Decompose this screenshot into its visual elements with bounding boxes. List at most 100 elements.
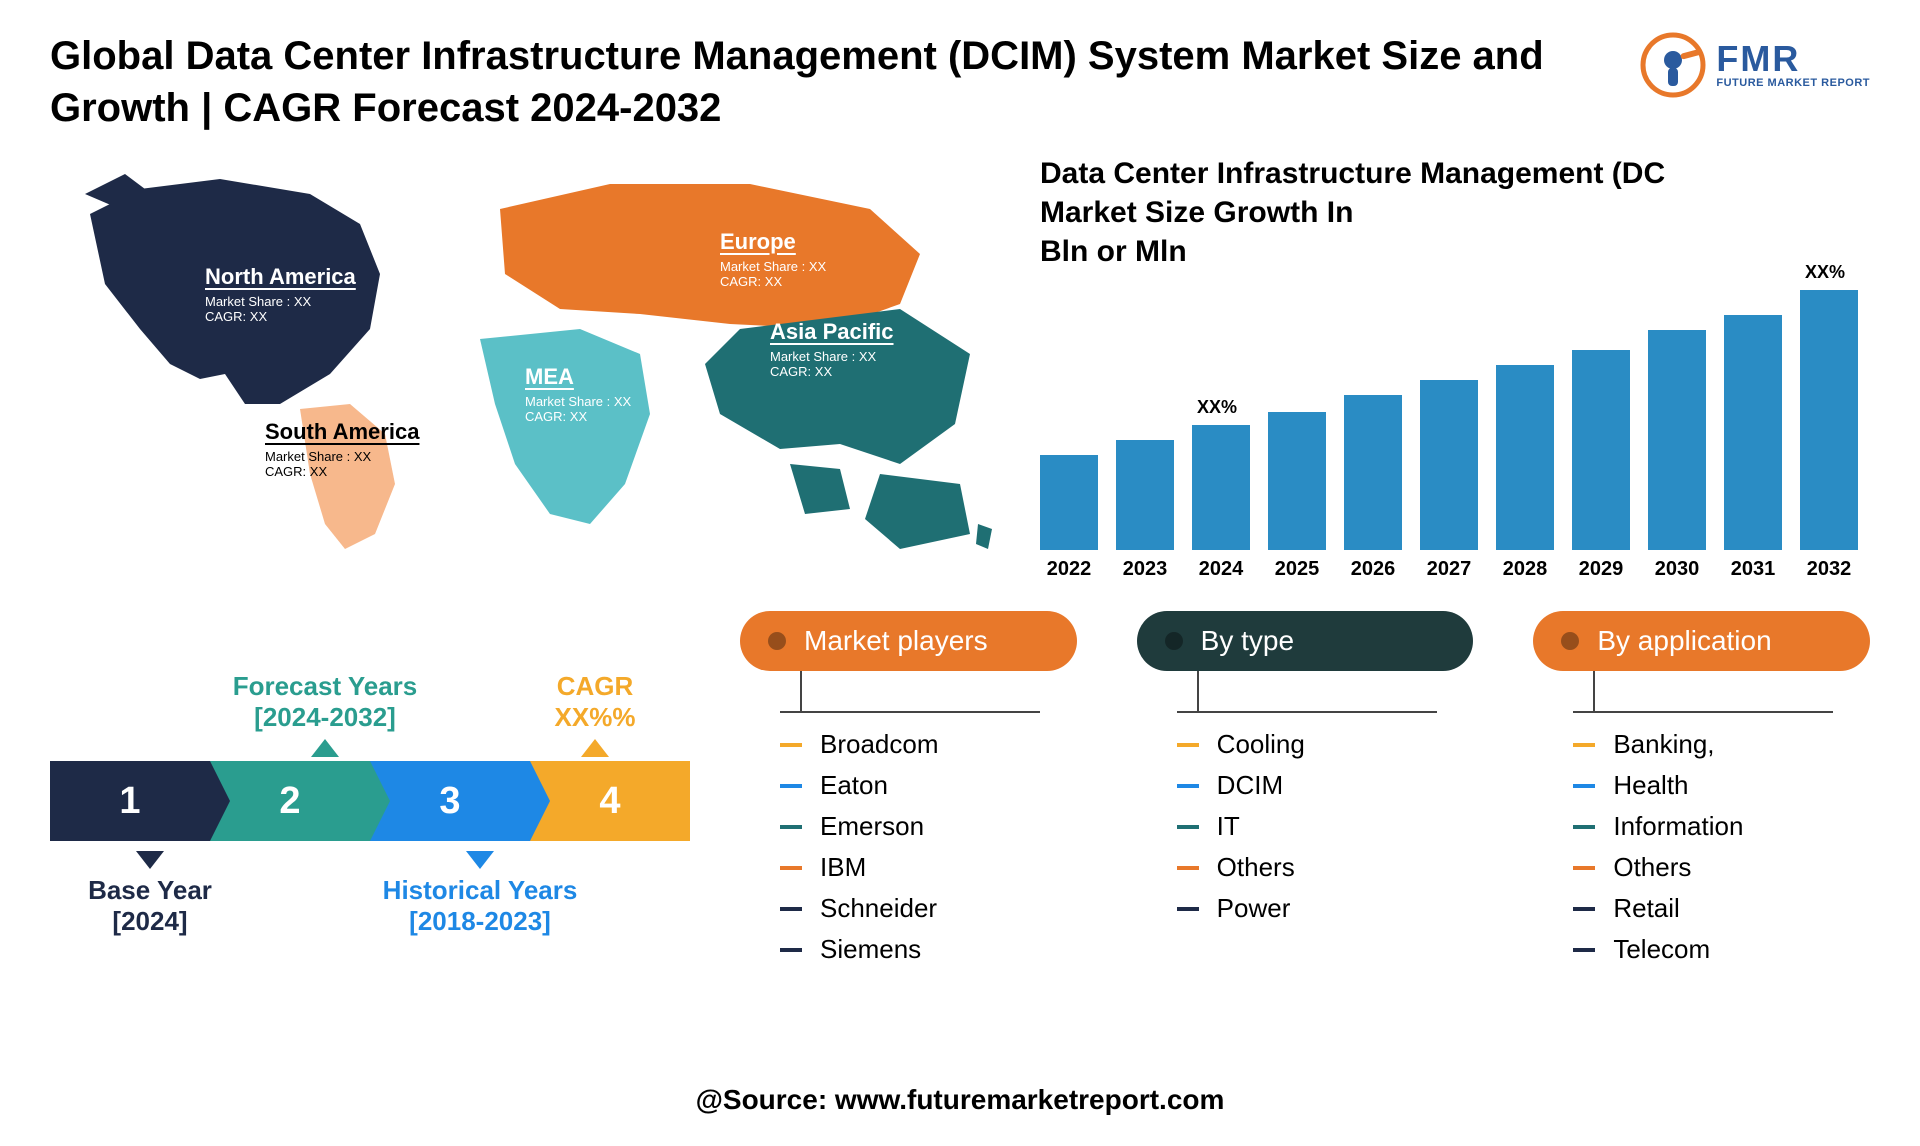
fmr-logo-icon <box>1638 30 1708 100</box>
map-label-na: North AmericaMarket Share : XXCAGR: XX <box>205 264 356 324</box>
infographic-root: Global Data Center Infrastructure Manage… <box>0 0 1920 1146</box>
region-cagr: CAGR: XX <box>770 364 894 379</box>
timeline-bottom-labels: Base Year [2024] Historical Years [2018-… <box>50 851 690 971</box>
bar-col-2029: 2029 <box>1572 350 1630 581</box>
dash-icon <box>780 866 802 870</box>
dash-icon <box>1573 948 1595 952</box>
dash-icon <box>1177 825 1199 829</box>
pill-item: Information <box>1573 811 1870 842</box>
logo-fmr-text: FMR <box>1716 41 1870 77</box>
bar <box>1192 425 1250 550</box>
pill-connector <box>1593 671 1595 711</box>
bar <box>1724 315 1782 550</box>
timeline-forecast-text: Forecast Years <box>200 671 450 702</box>
pill-list: BroadcomEatonEmersonIBMSchneiderSiemens <box>780 729 1077 965</box>
timeline-top-labels: Forecast Years [2024-2032] CAGR XX%% <box>50 671 690 761</box>
timeline-hist-label: Historical Years [2018-2023] <box>340 851 620 937</box>
bar-year-label: 2028 <box>1503 558 1548 581</box>
dash-icon <box>1177 784 1199 788</box>
bar-year-label: 2032 <box>1807 558 1852 581</box>
timeline-segment-3: 3 <box>370 761 530 841</box>
timeline-hist-text: Historical Years <box>340 875 620 906</box>
pill-item-label: Information <box>1613 811 1743 842</box>
timeline-segment-1: 1 <box>50 761 210 841</box>
pill-item-label: Emerson <box>820 811 924 842</box>
timeline-cagr-text: CAGR <box>520 671 670 702</box>
pill-title: Market players <box>804 625 988 657</box>
pill-connector-bar <box>1177 711 1437 713</box>
timeline-cagr-value: XX%% <box>520 702 670 733</box>
lower-section: Forecast Years [2024-2032] CAGR XX%% 123… <box>50 611 1870 975</box>
fmr-logo: FMR FUTURE MARKET REPORT <box>1638 30 1870 100</box>
dash-icon <box>780 825 802 829</box>
pill-item: Schneider <box>780 893 1077 924</box>
region-cagr: CAGR: XX <box>720 274 826 289</box>
source-attribution: @Source: www.futuremarketreport.com <box>696 1084 1225 1116</box>
bar-col-2024: 2024 <box>1192 425 1250 581</box>
region-share: Market Share : XX <box>720 259 826 274</box>
map-region-nz <box>976 524 992 549</box>
pill-item: Eaton <box>780 770 1077 801</box>
page-title: Global Data Center Infrastructure Manage… <box>50 30 1550 134</box>
arrow-up-icon <box>466 851 494 869</box>
dash-icon <box>780 743 802 747</box>
dash-icon <box>1177 866 1199 870</box>
map-label-ap: Asia PacificMarket Share : XXCAGR: XX <box>770 319 894 379</box>
region-cagr: CAGR: XX <box>205 309 356 324</box>
pill-item: Siemens <box>780 934 1077 965</box>
pill-column-0: Market playersBroadcomEatonEmersonIBMSch… <box>740 611 1077 975</box>
chart-title-l3: Bln or Mln <box>1040 232 1870 271</box>
timeline-hist-range: [2018-2023] <box>340 906 620 937</box>
dash-icon <box>1573 743 1595 747</box>
arrow-up-icon <box>136 851 164 869</box>
pill-connector-bar <box>780 711 1040 713</box>
bar-col-2031: 2031 <box>1724 315 1782 581</box>
timeline-forecast-label: Forecast Years [2024-2032] <box>200 671 450 757</box>
bars-container: XX% XX% 20222023202420252026202720282029… <box>1040 301 1870 581</box>
map-region-mea <box>480 329 650 524</box>
pill-item-label: Others <box>1613 852 1691 883</box>
chart-title-l2: Market Size Growth In <box>1040 193 1870 232</box>
bullet-icon <box>1165 632 1183 650</box>
pill-column-2: By applicationBanking,HealthInformationO… <box>1533 611 1870 975</box>
pill-column-1: By typeCoolingDCIMITOthersPower <box>1137 611 1474 975</box>
bar-col-2026: 2026 <box>1344 395 1402 581</box>
pill-item: Health <box>1573 770 1870 801</box>
pill-item: IT <box>1177 811 1474 842</box>
bar-year-label: 2030 <box>1655 558 1700 581</box>
bar <box>1344 395 1402 550</box>
region-share: Market Share : XX <box>770 349 894 364</box>
pill-item: Others <box>1177 852 1474 883</box>
upper-section: North AmericaMarket Share : XXCAGR: XX So… <box>50 154 1870 581</box>
pill-connector <box>1197 671 1199 711</box>
dash-icon <box>780 948 802 952</box>
bar-col-2023: 2023 <box>1116 440 1174 581</box>
bar-year-label: 2031 <box>1731 558 1776 581</box>
region-share: Market Share : XX <box>525 394 631 409</box>
region-cagr: CAGR: XX <box>265 464 419 479</box>
pill-item-label: Others <box>1217 852 1295 883</box>
pill-item-label: Broadcom <box>820 729 939 760</box>
dash-icon <box>1573 825 1595 829</box>
pills-section: Market playersBroadcomEatonEmersonIBMSch… <box>740 611 1870 975</box>
pill-item: Retail <box>1573 893 1870 924</box>
chart-title-l1: Data Center Infrastructure Management (D… <box>1040 154 1870 193</box>
pill-connector <box>800 671 802 711</box>
pill-header: Market players <box>740 611 1077 671</box>
bar-col-2025: 2025 <box>1268 412 1326 581</box>
bullet-icon <box>1561 632 1579 650</box>
fmr-logo-text: FMR FUTURE MARKET REPORT <box>1716 41 1870 89</box>
bar-year-label: 2026 <box>1351 558 1396 581</box>
pill-item-label: Eaton <box>820 770 888 801</box>
timeline-forecast-range: [2024-2032] <box>200 702 450 733</box>
pill-item: Power <box>1177 893 1474 924</box>
pill-item-label: IT <box>1217 811 1240 842</box>
map-label-eu: EuropeMarket Share : XXCAGR: XX <box>720 229 826 289</box>
pill-item: Banking, <box>1573 729 1870 760</box>
map-label-sa: South AmericaMarket Share : XXCAGR: XX <box>265 419 419 479</box>
timeline-cagr-label: CAGR XX%% <box>520 671 670 757</box>
logo-sub-text: FUTURE MARKET REPORT <box>1716 77 1870 89</box>
pill-item-label: DCIM <box>1217 770 1283 801</box>
region-name: MEA <box>525 364 631 390</box>
bar <box>1800 290 1858 550</box>
